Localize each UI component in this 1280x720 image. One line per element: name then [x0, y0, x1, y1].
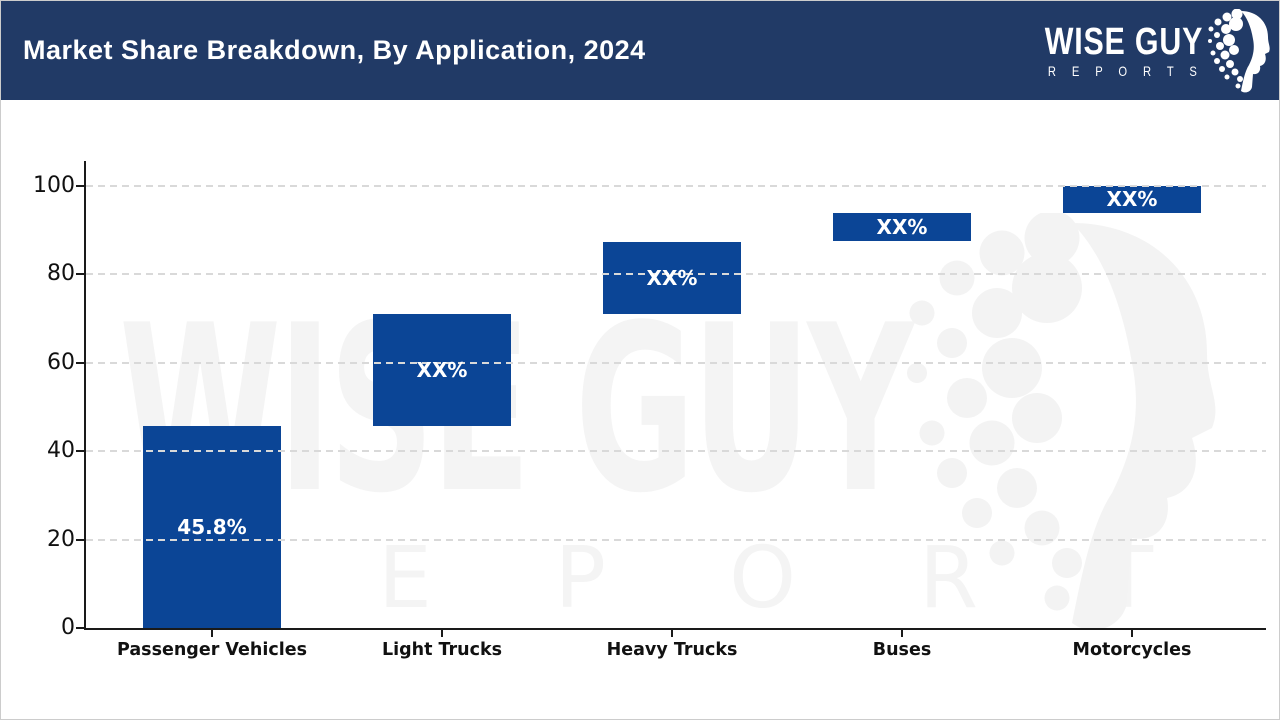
x-axis-category-label-heavy-trucks: Heavy Trucks — [606, 640, 738, 660]
x-axis-category-label-light-trucks: Light Trucks — [381, 640, 503, 660]
y-axis-tick-label: 60 — [47, 349, 75, 375]
gridline-40 — [86, 450, 1266, 453]
bar-value-label-buses: XX% — [876, 214, 928, 239]
bar-heavy-trucks — [603, 242, 741, 315]
y-axis-tick — [76, 361, 84, 364]
x-axis-category-label-motorcycles: Motorcycles — [1072, 640, 1192, 660]
gridline-60 — [86, 361, 1266, 364]
y-axis-tick-label: 0 — [61, 615, 75, 640]
header-bar: Market Share Breakdown, By Application, … — [1, 1, 1279, 100]
logo-subtitle: R E P O R T S — [1047, 63, 1203, 79]
y-axis-tick-label: 40 — [47, 438, 75, 464]
gridline-80 — [86, 273, 1266, 276]
bar-value-label-light-trucks: XX% — [416, 357, 468, 382]
bar-buses — [833, 212, 971, 241]
chart-title: Market Share Breakdown, By Application, … — [23, 35, 646, 65]
x-axis-tick — [671, 630, 673, 637]
x-axis-line — [84, 628, 1266, 630]
gridline-100 — [86, 185, 1266, 187]
wise-guy-head-icon — [1208, 9, 1270, 93]
y-axis-tick-label: 80 — [47, 261, 75, 287]
bar-light-trucks — [373, 314, 511, 426]
y-axis-line — [84, 161, 86, 630]
y-axis-tick — [76, 538, 84, 541]
y-axis-tick-label: 20 — [47, 526, 75, 552]
bar-value-label-passenger-vehicles: 45.8% — [177, 514, 247, 539]
logo-text: WISE GUY R E P O R T S — [1044, 23, 1203, 79]
wise-guy-logo: WISE GUY R E P O R T S — [1005, 5, 1271, 97]
y-axis-tick-label: 100 — [33, 173, 75, 198]
y-axis-tick — [76, 273, 84, 276]
x-axis-tick — [441, 630, 443, 637]
y-axis-tick — [76, 450, 84, 453]
bar-passenger-vehicles — [143, 425, 281, 628]
logo-wordmark: WISE GUY — [1044, 21, 1203, 63]
y-axis-tick — [76, 185, 84, 187]
y-axis-tick — [76, 627, 84, 629]
x-axis-tick — [211, 630, 213, 637]
bar-value-label-heavy-trucks: XX% — [646, 266, 698, 291]
x-axis-tick — [901, 630, 903, 637]
bar-motorcycles — [1063, 186, 1201, 213]
x-axis-category-label-buses: Buses — [872, 640, 932, 660]
x-axis-category-label-passenger-vehicles: Passenger Vehicles — [116, 640, 307, 660]
x-axis-tick — [1131, 630, 1133, 637]
bar-value-label-motorcycles: XX% — [1106, 187, 1158, 212]
watermark-head-icon — [907, 213, 1216, 631]
gridline-20 — [86, 538, 1266, 541]
